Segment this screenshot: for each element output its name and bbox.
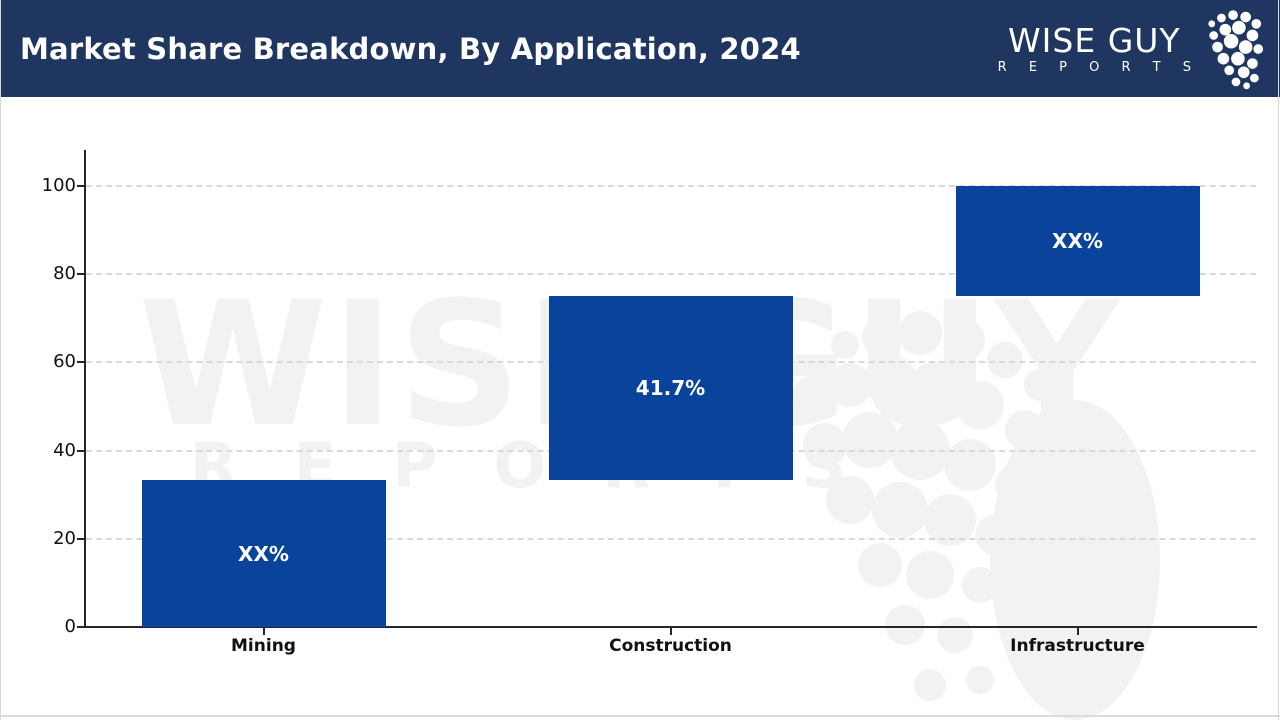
y-tick-mark (77, 449, 85, 452)
x-axis-spine (84, 626, 1257, 628)
y-tick-mark (77, 537, 85, 540)
page-border-left (0, 0, 1, 720)
logo-face-icon (1208, 9, 1264, 89)
brand-logo-text: WISE GUY R E P O R T S (989, 24, 1200, 74)
page-border-right (1278, 0, 1279, 720)
bar-value-label: XX% (1052, 229, 1103, 254)
y-tick-label: 80 (53, 263, 76, 285)
chart-canvas: WISE GUY REPORTS 0 20 40 60 80 100 XX% Mining 41… (0, 97, 1280, 720)
y-tick-mark (77, 185, 85, 187)
x-axis-label-infrastructure: Infrastructure (1010, 636, 1145, 656)
bar-mining: XX% (141, 480, 386, 627)
header-bar: Market Share Breakdown, By Application, … (0, 0, 1280, 97)
bar-construction: 41.7% (548, 296, 793, 481)
page-border-bottom (0, 715, 1280, 717)
chart-title: Market Share Breakdown, By Application, … (20, 31, 801, 66)
logo-subtext: R E P O R T S (997, 59, 1200, 75)
x-axis-label-mining: Mining (231, 636, 296, 656)
brand-logo: WISE GUY R E P O R T S (989, 8, 1266, 90)
x-axis-label-construction: Construction (609, 636, 732, 656)
bar-value-label: 41.7% (635, 376, 706, 401)
y-tick-label: 60 (53, 351, 76, 373)
logo-wordmark: WISE GUY (1008, 20, 1181, 60)
gridline-y-20 (86, 537, 1256, 540)
x-tick-mark (1076, 628, 1079, 635)
bar-infrastructure: XX% (955, 186, 1200, 297)
y-tick-mark (77, 361, 85, 364)
y-tick-label: 20 (53, 527, 76, 549)
y-tick-mark (77, 273, 85, 276)
x-tick-mark (262, 628, 265, 635)
y-axis-spine (84, 150, 86, 627)
x-tick-mark (669, 628, 672, 635)
y-tick-label: 40 (53, 439, 76, 461)
y-tick-label: 0 (64, 616, 76, 637)
gridline-y-80 (86, 273, 1256, 276)
bar-value-label: XX% (238, 541, 289, 566)
gridline-y-100 (86, 185, 1256, 187)
y-tick-label: 100 (41, 175, 76, 196)
y-tick-mark (77, 626, 85, 628)
watermark-face-pattern (792, 311, 1160, 720)
